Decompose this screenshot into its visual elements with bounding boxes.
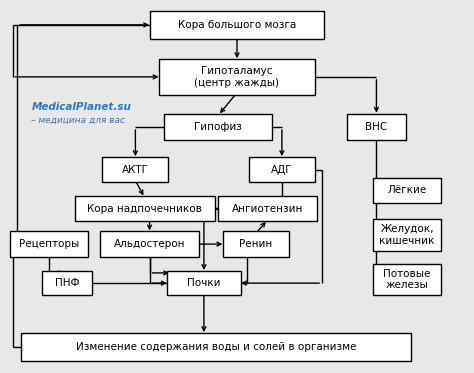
FancyBboxPatch shape [373, 178, 441, 203]
Text: ВНС: ВНС [365, 122, 388, 132]
FancyBboxPatch shape [159, 59, 315, 94]
FancyBboxPatch shape [223, 232, 289, 257]
Text: Кора надпочечников: Кора надпочечников [87, 204, 202, 214]
Text: Рецепторы: Рецепторы [19, 239, 80, 249]
Text: Кора большого мозга: Кора большого мозга [178, 20, 296, 30]
Text: АДГ: АДГ [271, 165, 292, 175]
Text: Ангиотензин: Ангиотензин [232, 204, 303, 214]
FancyBboxPatch shape [21, 333, 410, 361]
FancyBboxPatch shape [373, 219, 441, 251]
FancyBboxPatch shape [10, 232, 88, 257]
Text: MedicalPlanet.su: MedicalPlanet.su [31, 101, 131, 112]
Text: АКТГ: АКТГ [122, 165, 149, 175]
FancyBboxPatch shape [102, 157, 168, 182]
Text: Гипофиз: Гипофиз [194, 122, 242, 132]
Text: Желудок,
кишечник: Желудок, кишечник [380, 224, 435, 245]
Text: ПНФ: ПНФ [55, 278, 79, 288]
FancyBboxPatch shape [249, 157, 315, 182]
Text: – медицина для вас: – медицина для вас [31, 116, 126, 125]
Text: Гипоталамус
(центр жажды): Гипоталамус (центр жажды) [194, 66, 280, 88]
FancyBboxPatch shape [42, 271, 91, 295]
Text: Изменение содержания воды и солей в организме: Изменение содержания воды и солей в орга… [75, 342, 356, 352]
Text: Лёгкие: Лёгкие [388, 185, 427, 195]
Text: Альдостерон: Альдостерон [114, 239, 185, 249]
FancyBboxPatch shape [218, 196, 318, 222]
FancyBboxPatch shape [100, 232, 199, 257]
FancyBboxPatch shape [347, 114, 406, 140]
FancyBboxPatch shape [373, 264, 441, 295]
FancyBboxPatch shape [75, 196, 215, 222]
Text: Почки: Почки [187, 278, 221, 288]
Text: Ренин: Ренин [239, 239, 273, 249]
FancyBboxPatch shape [150, 11, 324, 39]
Text: Потовые
железы: Потовые железы [383, 269, 431, 290]
FancyBboxPatch shape [167, 271, 240, 295]
FancyBboxPatch shape [164, 114, 273, 140]
